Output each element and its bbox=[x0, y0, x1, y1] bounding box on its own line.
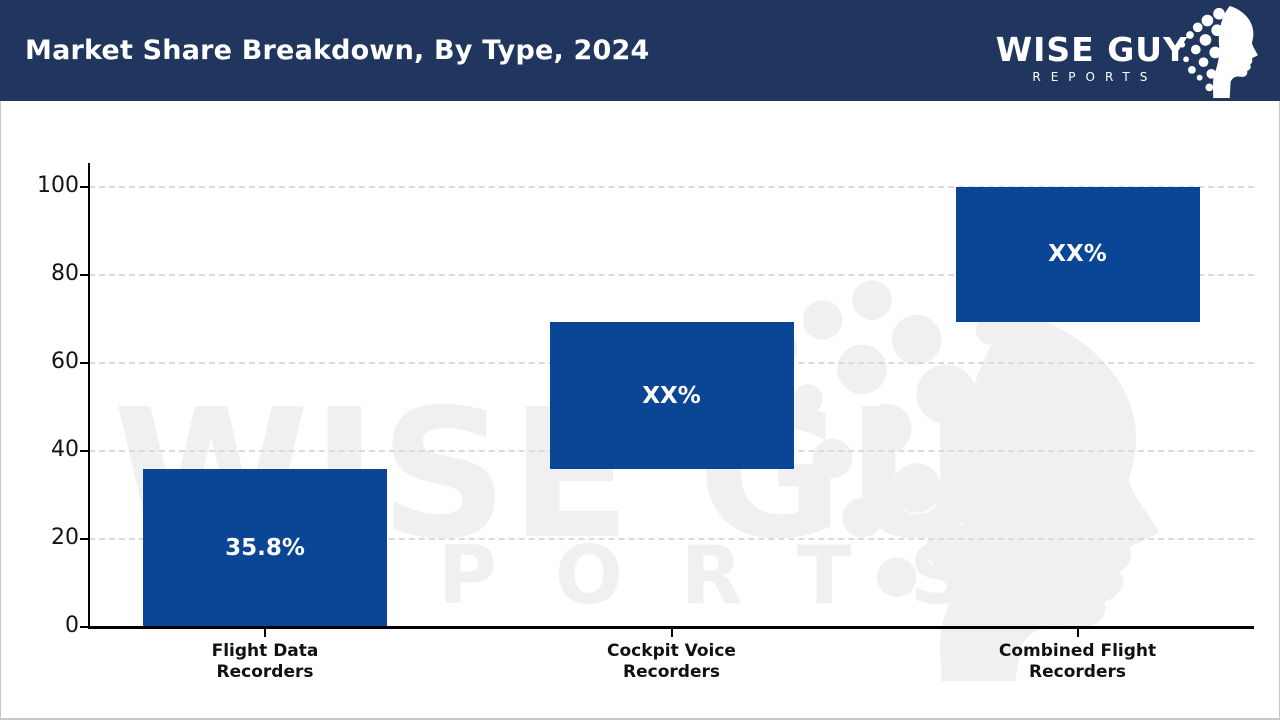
y-axis-line bbox=[88, 163, 90, 628]
x-category-label-line: Cockpit Voice bbox=[607, 641, 736, 661]
page-title: Market Share Breakdown, By Type, 2024 bbox=[25, 35, 650, 66]
chart-panel: WISE GUY REPORTS 0 20 40 60 80 100 bbox=[0, 101, 1280, 720]
x-category-label: Flight Data Recorders bbox=[125, 641, 405, 683]
bar-value-label: 35.8% bbox=[225, 535, 305, 562]
brand-logo-text: WISE GUY REPORTS bbox=[996, 30, 1188, 84]
gridline-20 bbox=[89, 538, 1254, 540]
bar-value-label: XX% bbox=[642, 382, 701, 409]
x-category-label-line: Combined Flight bbox=[998, 641, 1157, 661]
x-category-label-line: Recorders bbox=[623, 662, 720, 682]
y-tick-label-40: 40 bbox=[51, 437, 79, 462]
bar-segment: XX% bbox=[955, 187, 1200, 322]
x-tick-mark-1 bbox=[670, 629, 673, 637]
y-tick-mark-60 bbox=[80, 362, 89, 364]
bar-value-label: XX% bbox=[1048, 241, 1107, 268]
x-axis-line bbox=[88, 626, 1254, 629]
brand-logo: WISE GUY REPORTS bbox=[996, 6, 1266, 98]
y-tick-label-20: 20 bbox=[51, 525, 79, 550]
x-category-label-line: Recorders bbox=[216, 662, 314, 682]
y-tick-label-100: 100 bbox=[37, 173, 79, 198]
x-category-label: Combined Flight Recorders bbox=[938, 641, 1218, 683]
y-tick-label-0: 0 bbox=[65, 613, 79, 638]
head-profile-icon bbox=[1179, 6, 1258, 98]
x-tick-mark-2 bbox=[1076, 629, 1079, 637]
x-category-label-line: Flight Data bbox=[211, 641, 319, 661]
x-category-label-line: Recorders bbox=[1029, 662, 1126, 682]
y-tick-mark-80 bbox=[80, 274, 89, 276]
y-tick-mark-20 bbox=[80, 538, 89, 540]
x-category-label: Cockpit Voice Recorders bbox=[532, 641, 812, 683]
brand-subtitle: REPORTS bbox=[1032, 70, 1158, 84]
x-tick-mark-0 bbox=[264, 629, 266, 637]
bar-segment: 35.8% bbox=[143, 469, 387, 627]
bar-segment: XX% bbox=[549, 321, 794, 470]
watermark-head-icon bbox=[768, 280, 1159, 682]
y-tick-mark-40 bbox=[80, 450, 89, 452]
y-tick-label-60: 60 bbox=[51, 349, 79, 374]
waterfall-chart: WISE GUY REPORTS 0 20 40 60 80 100 bbox=[1, 101, 1280, 720]
gridline-100 bbox=[89, 186, 1254, 188]
brand-name: WISE GUY bbox=[995, 30, 1188, 69]
y-tick-mark-0 bbox=[80, 626, 89, 628]
y-tick-label-80: 80 bbox=[51, 261, 79, 286]
gridline-80 bbox=[89, 274, 1254, 276]
y-tick-mark-100 bbox=[80, 186, 89, 188]
header-bar: Market Share Breakdown, By Type, 2024 WI… bbox=[0, 0, 1280, 101]
